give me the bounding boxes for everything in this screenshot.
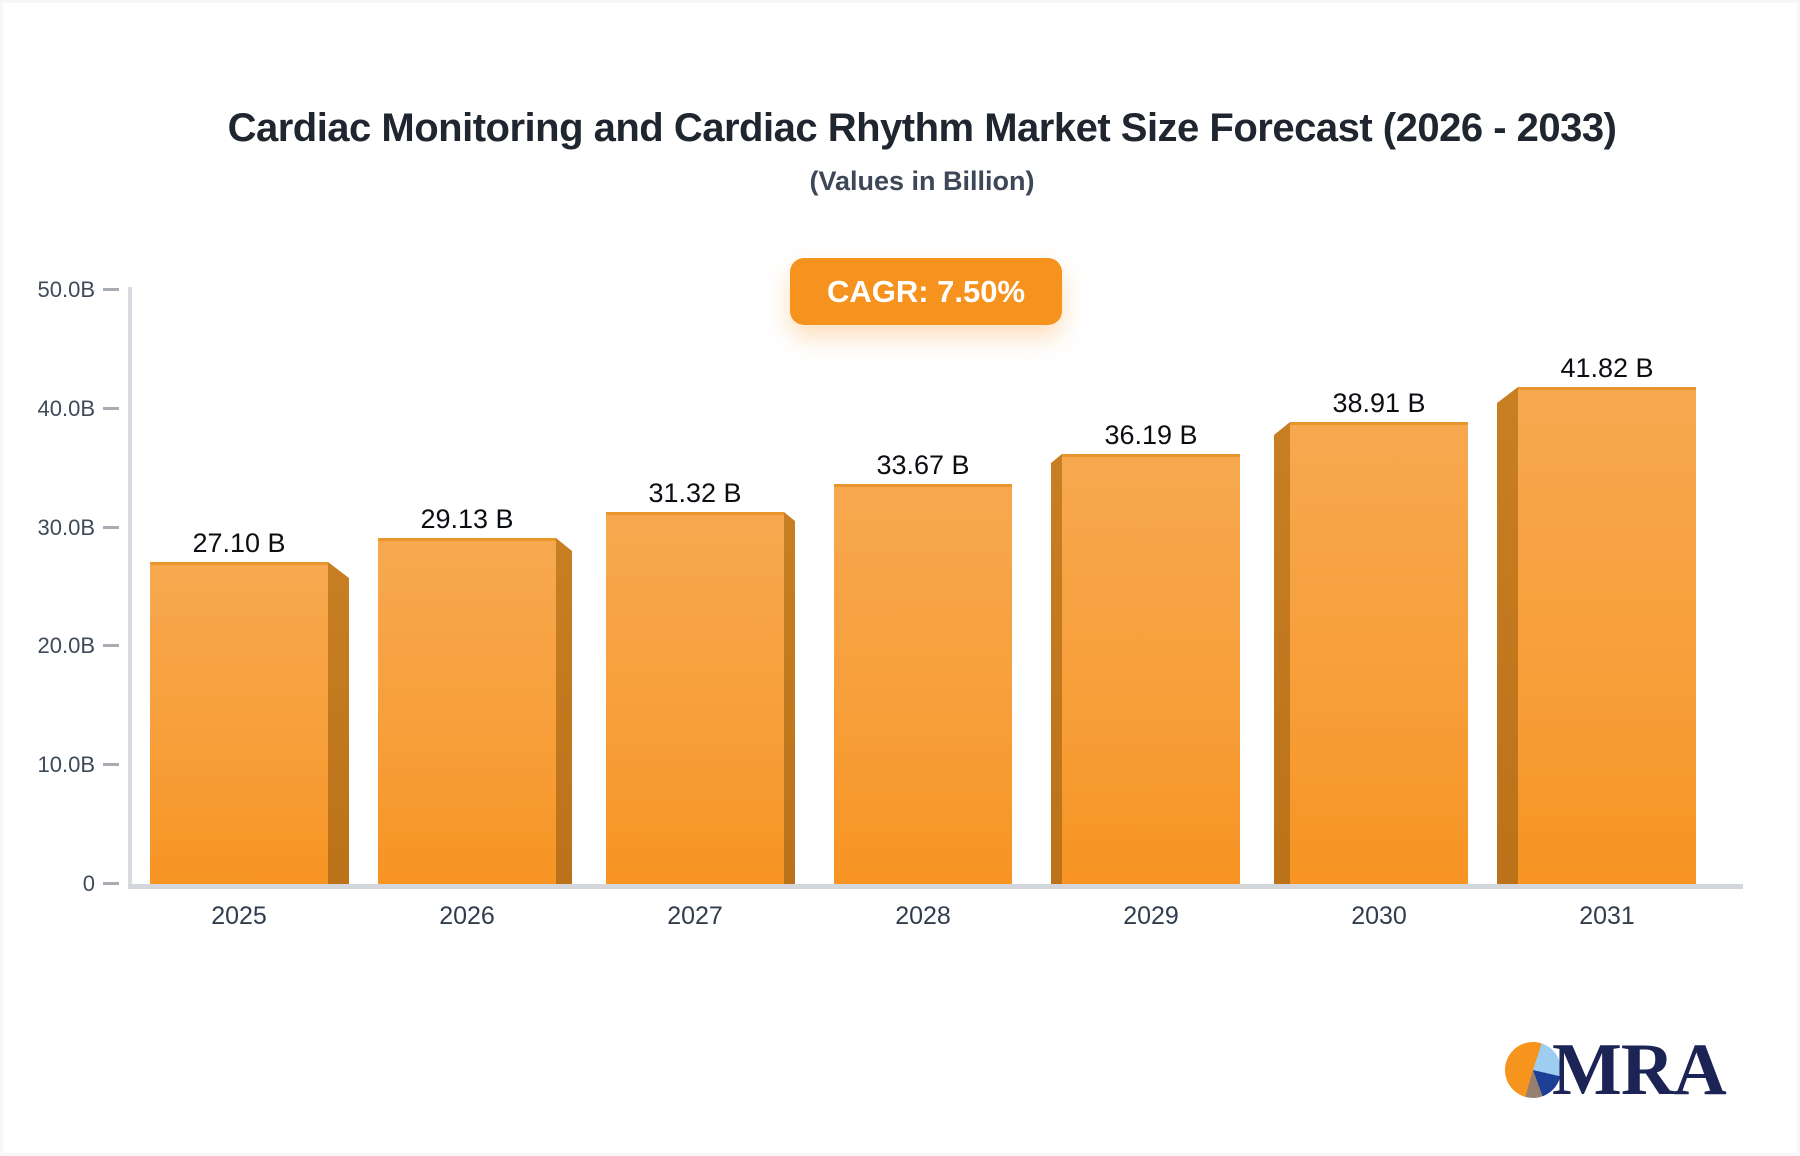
bar-2026	[378, 538, 556, 884]
page-title: Cardiac Monitoring and Cardiac Rhythm Ma…	[227, 106, 1617, 150]
bar-2030	[1290, 422, 1468, 884]
bar-side-2030	[1274, 422, 1290, 884]
bar-side-2027	[784, 512, 795, 884]
y-tick-mark	[103, 525, 119, 529]
y-tick-label: 30.0B	[37, 514, 96, 540]
bar-value-label: 36.19 B	[1104, 420, 1198, 450]
y-tick-label: 10.0B	[37, 752, 96, 778]
bar-value-label: 33.67 B	[876, 450, 970, 480]
y-tick-label: 0	[82, 871, 95, 896]
x-axis-label-2026: 2026	[439, 902, 495, 930]
bar-value-label: 27.10 B	[192, 528, 286, 558]
bar-2028	[834, 484, 1012, 884]
y-tick-mark	[103, 288, 119, 291]
bar-side-2029	[1051, 454, 1062, 884]
bar-side-2026	[556, 538, 572, 884]
bar-value-label: 29.13 B	[420, 504, 514, 534]
mra-logo-text: MRA	[1552, 1029, 1727, 1111]
y-axis-line	[128, 287, 132, 889]
bar-side-2025	[328, 562, 349, 884]
bar-2025	[150, 562, 328, 884]
x-axis-label-2029: 2029	[1123, 902, 1179, 930]
x-axis-label-2031: 2031	[1579, 902, 1635, 930]
x-axis-baseline	[128, 884, 1743, 889]
y-tick-label: 50.0B	[37, 277, 96, 302]
bar-2027	[606, 512, 784, 884]
y-tick-mark	[103, 644, 119, 648]
cagr-badge-label: CAGR: 7.50%	[826, 273, 1026, 309]
page-subtitle: (Values in Billion)	[809, 166, 1035, 196]
cagr-badge: CAGR: 7.50%	[790, 258, 1062, 325]
y-tick-mark	[103, 406, 119, 410]
y-tick-mark	[103, 882, 119, 885]
x-axis-label-2025: 2025	[211, 902, 267, 930]
y-tick-mark	[103, 763, 119, 767]
y-tick-label: 20.0B	[37, 633, 96, 659]
y-tick-label: 40.0B	[37, 395, 96, 421]
bar-2031	[1518, 387, 1696, 884]
bar-value-label: 38.91 B	[1332, 388, 1426, 418]
bar-value-label: 41.82 B	[1560, 353, 1654, 383]
bar-value-label: 31.32 B	[648, 478, 742, 508]
x-axis-label-2027: 2027	[667, 902, 723, 930]
bar-side-2031	[1497, 387, 1518, 884]
pie-chart-logo-icon	[1505, 1042, 1561, 1098]
bar-2029	[1062, 454, 1240, 884]
x-axis-label-2028: 2028	[895, 902, 951, 930]
x-axis-label-2030: 2030	[1351, 902, 1407, 930]
